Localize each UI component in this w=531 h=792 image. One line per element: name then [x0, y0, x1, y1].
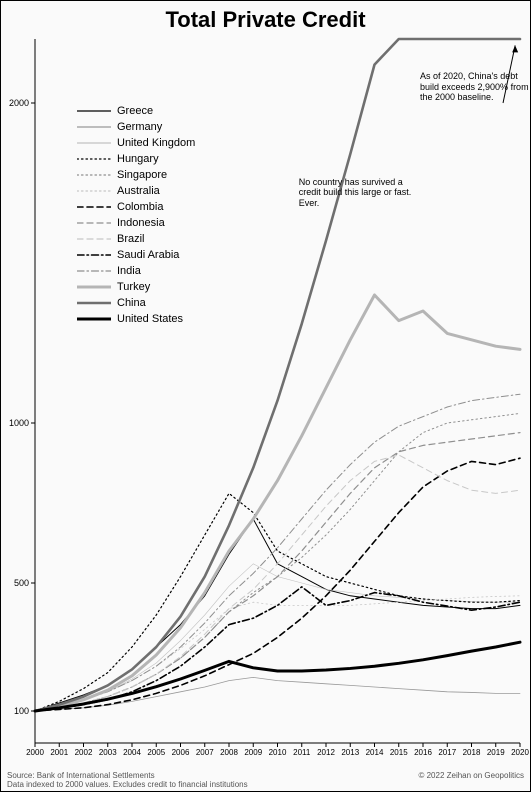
svg-text:2011: 2011: [293, 748, 311, 757]
svg-text:2020: 2020: [511, 748, 529, 757]
legend: GreeceGermanyUnited KingdomHungarySingap…: [77, 103, 195, 327]
series-hungary: [35, 493, 520, 711]
legend-item-saudi-arabia: Saudi Arabia: [77, 247, 195, 263]
svg-text:2015: 2015: [390, 748, 408, 757]
svg-text:2013: 2013: [341, 748, 359, 757]
series-india: [35, 394, 520, 711]
legend-swatch-icon: [77, 151, 111, 167]
svg-text:2006: 2006: [172, 748, 190, 757]
legend-label: Saudi Arabia: [117, 248, 179, 263]
svg-text:2018: 2018: [463, 748, 481, 757]
svg-text:2012: 2012: [317, 748, 335, 757]
legend-label: United Kingdom: [117, 136, 195, 151]
legend-swatch-icon: [77, 311, 111, 327]
svg-text:2000: 2000: [26, 748, 44, 757]
svg-text:1000: 1000: [9, 418, 29, 428]
svg-text:2019: 2019: [487, 748, 505, 757]
legend-item-colombia: Colombia: [77, 199, 195, 215]
svg-text:2009: 2009: [244, 748, 262, 757]
svg-text:2002: 2002: [75, 748, 93, 757]
series-united-states: [35, 642, 520, 711]
footer-copyright: © 2022 Zeihan on Geopolitics: [418, 771, 524, 789]
anno-survive: No country has survived a credit build t…: [299, 177, 419, 208]
legend-swatch-icon: [77, 215, 111, 231]
svg-text:2008: 2008: [220, 748, 238, 757]
footer-source-2: Data indexed to 2000 values. Excludes cr…: [7, 780, 248, 789]
chart-frame: Total Private Credit 100 500 1000 2000 2000 2…: [0, 0, 531, 792]
legend-swatch-icon: [77, 263, 111, 279]
legend-swatch-icon: [77, 183, 111, 199]
anno-2020: As of 2020, China's debt build exceeds 2…: [420, 71, 530, 102]
legend-item-indonesia: Indonesia: [77, 215, 195, 231]
legend-item-turkey: Turkey: [77, 279, 195, 295]
svg-text:2001: 2001: [50, 748, 68, 757]
legend-label: China: [117, 296, 146, 311]
legend-swatch-icon: [77, 119, 111, 135]
footer-source-1: Source: Bank of International Settlement…: [7, 771, 248, 780]
legend-label: Australia: [117, 184, 160, 199]
legend-label: Greece: [117, 104, 153, 119]
legend-swatch-icon: [77, 199, 111, 215]
legend-item-australia: Australia: [77, 183, 195, 199]
svg-text:2014: 2014: [366, 748, 384, 757]
svg-text:2010: 2010: [269, 748, 287, 757]
legend-label: Brazil: [117, 232, 145, 247]
legend-item-germany: Germany: [77, 119, 195, 135]
legend-label: Germany: [117, 120, 162, 135]
legend-label: Turkey: [117, 280, 150, 295]
svg-text:500: 500: [14, 578, 29, 588]
svg-text:100: 100: [14, 706, 29, 716]
svg-text:2007: 2007: [196, 748, 214, 757]
legend-swatch-icon: [77, 295, 111, 311]
series-saudi-arabia: [35, 587, 520, 711]
legend-swatch-icon: [77, 135, 111, 151]
legend-label: Hungary: [117, 152, 159, 167]
legend-label: Singapore: [117, 168, 167, 183]
legend-label: Colombia: [117, 200, 163, 215]
legend-item-india: India: [77, 263, 195, 279]
legend-swatch-icon: [77, 279, 111, 295]
legend-label: United States: [117, 312, 183, 327]
svg-text:2004: 2004: [123, 748, 141, 757]
chart-title: Total Private Credit: [1, 1, 530, 37]
series-singapore: [35, 413, 520, 711]
legend-label: India: [117, 264, 141, 279]
svg-text:2000: 2000: [9, 98, 29, 108]
svg-text:2017: 2017: [438, 748, 456, 757]
legend-swatch-icon: [77, 247, 111, 263]
legend-item-united-kingdom: United Kingdom: [77, 135, 195, 151]
legend-swatch-icon: [77, 231, 111, 247]
series-indonesia: [35, 433, 520, 711]
legend-item-china: China: [77, 295, 195, 311]
series-germany: [35, 677, 520, 711]
legend-swatch-icon: [77, 167, 111, 183]
legend-item-greece: Greece: [77, 103, 195, 119]
series-australia: [35, 596, 520, 711]
legend-item-singapore: Singapore: [77, 167, 195, 183]
legend-swatch-icon: [77, 103, 111, 119]
footer: Source: Bank of International Settlement…: [7, 771, 524, 789]
svg-text:2016: 2016: [414, 748, 432, 757]
svg-text:2003: 2003: [99, 748, 117, 757]
legend-item-united-states: United States: [77, 311, 195, 327]
legend-item-hungary: Hungary: [77, 151, 195, 167]
legend-label: Indonesia: [117, 216, 165, 231]
svg-text:2005: 2005: [147, 748, 165, 757]
series-turkey: [35, 295, 520, 711]
legend-item-brazil: Brazil: [77, 231, 195, 247]
